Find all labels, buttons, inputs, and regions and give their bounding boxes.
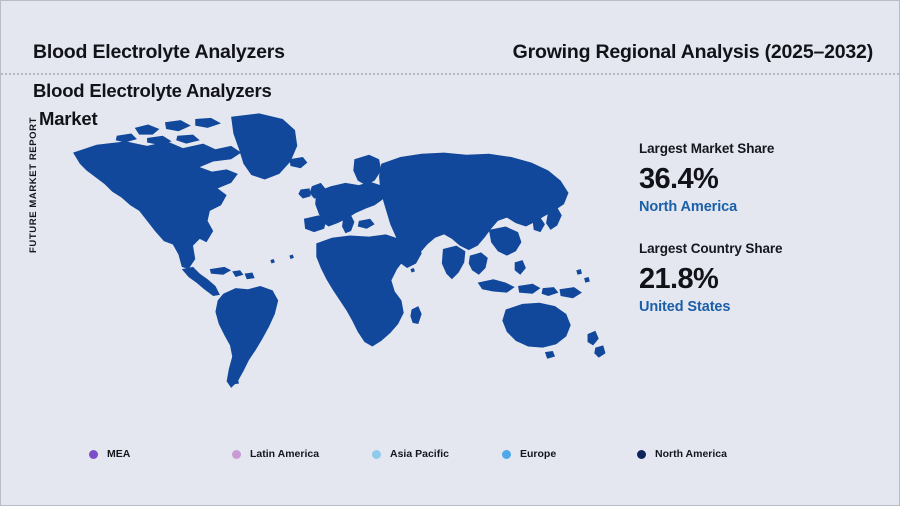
report-title-line1: Blood Electrolyte Analyzers <box>33 80 272 101</box>
legend-item-latin-america: Latin America <box>232 448 372 460</box>
header-title-right: Growing Regional Analysis (2025–2032) <box>512 41 874 63</box>
stat-value: 36.4% <box>639 163 719 195</box>
legend-label: Latin America <box>250 448 320 460</box>
legend-dot-icon <box>232 449 241 459</box>
header-title-left: Blood Electrolyte Analyzers <box>33 41 285 63</box>
stat-label: Largest Market Share <box>639 141 775 156</box>
legend-item-asia-pacific: Asia Pacific <box>372 448 502 460</box>
header-divider <box>1 73 899 75</box>
legend-label: Asia Pacific <box>390 448 449 460</box>
stat-largest-country-share: Largest Country Share 21.8% United State… <box>639 241 879 315</box>
stats-panel: Largest Market Share 36.4% North America… <box>639 141 879 341</box>
report-title: Blood Electrolyte Analyzers Market <box>33 77 272 133</box>
world-map-svg <box>73 113 606 388</box>
legend-dot-icon <box>637 449 646 459</box>
legend-item-north-america: North America <box>637 448 727 460</box>
stat-region: North America <box>639 199 738 215</box>
map-legend: MEA Latin America Asia Pacific Europe No… <box>89 448 789 460</box>
legend-label: Europe <box>520 448 557 460</box>
legend-dot-icon <box>372 449 381 459</box>
brand-vertical-label: FUTURE MARKET REPORT <box>28 116 39 253</box>
legend-item-europe: Europe <box>502 448 637 460</box>
stat-largest-market-share: Largest Market Share 36.4% North America <box>639 141 879 215</box>
stat-value: 21.8% <box>639 263 719 295</box>
stat-label: Largest Country Share <box>639 241 783 256</box>
legend-label: MEA <box>107 448 131 460</box>
world-map-landmasses <box>73 113 606 388</box>
legend-dot-icon <box>89 449 98 459</box>
world-map <box>63 101 629 407</box>
legend-label: North America <box>655 448 727 460</box>
legend-dot-icon <box>502 449 511 459</box>
report-title-line2: Market <box>39 108 98 129</box>
stat-region: United States <box>639 299 731 315</box>
legend-item-mea: MEA <box>89 448 232 460</box>
